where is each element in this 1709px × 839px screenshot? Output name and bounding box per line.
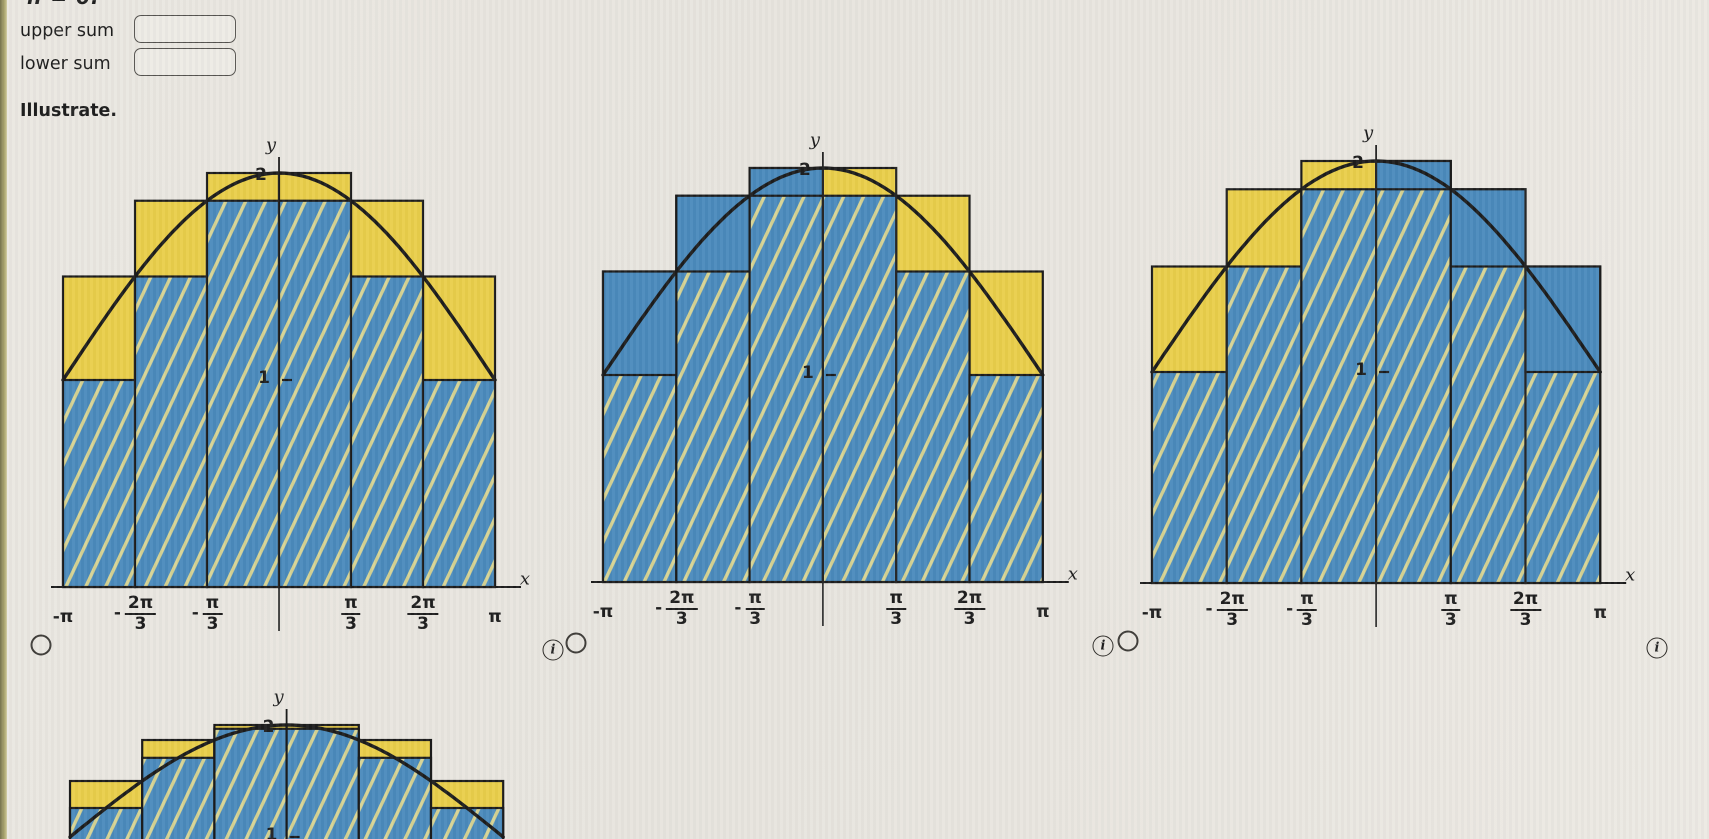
front-rect (68, 806, 144, 839)
y-tick-2-label: 2 (255, 165, 267, 185)
front-rect (968, 373, 1044, 584)
front-cap-rect (748, 166, 824, 197)
front-rect (205, 199, 281, 589)
x-tick-label: 2π 3 (407, 594, 439, 634)
function-curve (68, 723, 505, 839)
y-tick-1-label: 1 (258, 368, 270, 388)
illustrate-prompt: Illustrate. (20, 101, 118, 121)
front-rect (133, 275, 209, 589)
front-cap-rect (1374, 159, 1452, 191)
front-rect (895, 270, 971, 584)
riemann-chart-option-2-left-back-right-front (591, 152, 1069, 626)
front-rect (421, 378, 497, 589)
option-1-radio[interactable] (30, 634, 52, 656)
front-rect (1300, 188, 1378, 585)
upper-sum-label: upper sum (20, 21, 115, 41)
front-rect (61, 378, 137, 589)
y-tick-1-label: 1 (801, 363, 814, 383)
y-axis-label: y (1363, 122, 1374, 144)
riemann-chart-option-3-right-back-left-front (1140, 145, 1627, 627)
front-rect (357, 756, 433, 839)
x-tick-label: -2π 3 (655, 589, 698, 629)
lower-sum-input[interactable] (134, 48, 236, 76)
option-3-radio[interactable] (1117, 630, 1139, 652)
x-tick-label: -2π 3 (114, 594, 157, 634)
function-curve (1150, 159, 1602, 374)
option-2-info-icon[interactable]: i (1092, 635, 1114, 657)
front-rect (1150, 370, 1228, 585)
x-tick-label: 2π 3 (953, 589, 986, 629)
front-rect (285, 727, 360, 839)
n-equals-text: n = 6. (27, 0, 99, 9)
y-tick-2-label: 2 (798, 160, 811, 180)
y-axis-label: y (273, 686, 284, 708)
x-axis-label: x (1067, 563, 1078, 585)
x-tick-label: π (488, 607, 502, 627)
y-axis-label: y (265, 134, 277, 156)
option-3-info-icon[interactable]: i (1646, 637, 1668, 659)
front-rect (349, 275, 425, 589)
option-1-info-icon[interactable]: i (542, 639, 564, 661)
riemann-chart-option-1-upper-and-lower-sums (51, 157, 521, 631)
x-tick-label: -2π 3 (1206, 590, 1248, 630)
option-2-radio[interactable] (565, 632, 587, 654)
front-rect (141, 756, 216, 839)
function-curve (601, 166, 1045, 377)
x-axis-label: x (1625, 564, 1636, 586)
y-axis-label: y (809, 129, 820, 151)
front-rect (821, 194, 898, 584)
x-tick-label: -π (1141, 603, 1163, 623)
x-axis-label: x (519, 568, 531, 590)
x-tick-label: π (1036, 602, 1050, 622)
y-tick-2-label: 2 (1352, 153, 1365, 173)
front-rect (213, 727, 288, 839)
y-tick-1-label: 1 (1355, 360, 1368, 380)
upper-sum-input[interactable] (134, 15, 236, 43)
x-tick-label: -π (52, 607, 74, 627)
y-tick-2-label: 2 (262, 717, 275, 737)
x-tick-label: 2π 3 (1509, 590, 1542, 630)
riemann-chart-option-4-partial-midpoint (68, 709, 505, 839)
front-rect (277, 199, 353, 589)
x-tick-label: -π (592, 602, 614, 622)
front-rect (1225, 265, 1303, 585)
x-tick-label: π (1593, 603, 1607, 623)
function-curve (61, 171, 497, 382)
y-tick-1-label: 1 (265, 825, 278, 839)
lower-sum-label: lower sum (20, 54, 111, 74)
photo-left-edge (0, 0, 7, 839)
front-rect (429, 806, 505, 839)
